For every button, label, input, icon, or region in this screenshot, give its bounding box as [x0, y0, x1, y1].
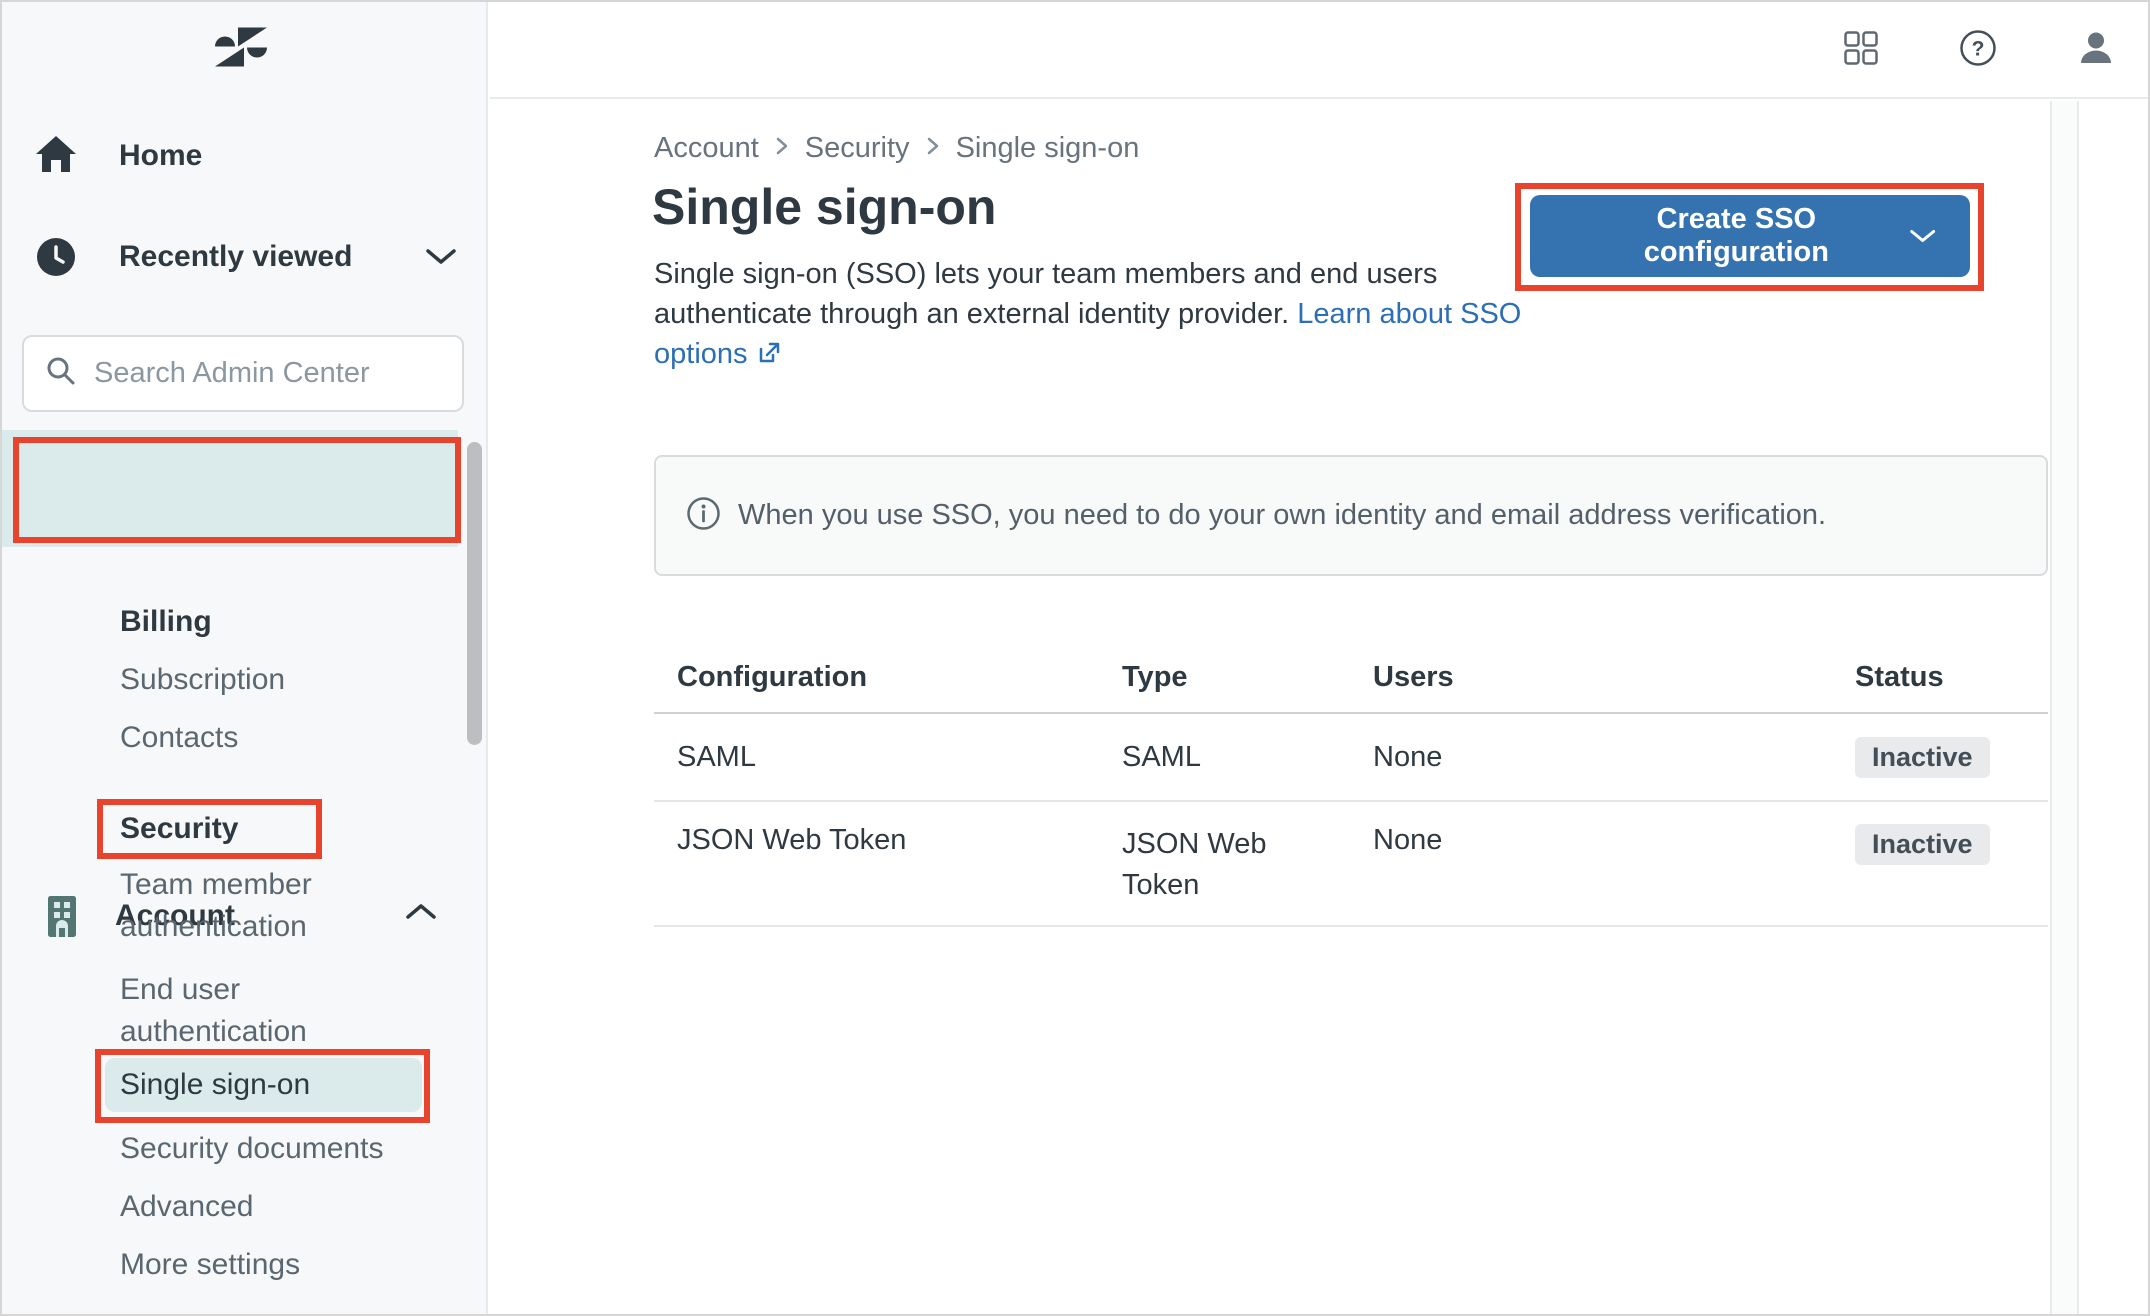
column-header-type: Type [1122, 660, 1188, 693]
search-icon [46, 356, 76, 391]
info-icon [687, 496, 720, 535]
page-description-text: Single sign-on (SSO) lets your team memb… [654, 258, 1438, 330]
info-banner: When you use SSO, you need to do your ow… [654, 455, 2048, 576]
account-label: Account [115, 899, 235, 932]
column-header-configuration: Configuration [677, 660, 868, 693]
status-badge: Inactive [1855, 824, 1990, 865]
home-label: Home [119, 139, 203, 172]
breadcrumb-separator-icon [775, 134, 789, 163]
top-bar [490, 2, 2148, 99]
single-sign-on-label: Single sign-on [120, 1068, 311, 1101]
zendesk-logo-icon [215, 27, 267, 72]
breadcrumb-current: Single sign-on [955, 132, 1140, 164]
configuration-cell: SAML [677, 740, 756, 773]
home-icon [34, 134, 78, 179]
sidebar: Home Recently viewed [2, 2, 488, 1314]
learn-about-sso-link[interactable]: Learn about SSO options [654, 298, 1521, 370]
help-icon[interactable]: ? [1959, 29, 1997, 72]
sso-configurations-table: Configuration Type Users Status SAML SAM… [654, 642, 2048, 927]
status-badge: Inactive [1855, 736, 1990, 778]
chevron-up-icon [406, 902, 436, 925]
breadcrumb: Account Security Single sign-on [654, 132, 1139, 165]
sidebar-item-advanced[interactable]: Advanced [120, 1190, 254, 1223]
table-row-json-web-token[interactable]: JSON Web Token JSON Web Token None Inact… [654, 802, 2048, 927]
sidebar-item-contacts[interactable]: Contacts [120, 721, 239, 754]
sidebar-item-more-settings[interactable]: More settings [120, 1248, 301, 1281]
breadcrumb-security[interactable]: Security [804, 132, 910, 164]
recently-viewed-label: Recently viewed [119, 240, 353, 273]
users-cell: None [1373, 740, 1443, 773]
info-banner-text: When you use SSO, you need to do your ow… [738, 499, 1827, 531]
sidebar-item-subscription[interactable]: Subscription [120, 663, 286, 696]
external-link-icon [759, 342, 779, 363]
apps-grid-icon[interactable] [1844, 31, 1878, 70]
create-sso-configuration-label: Create SSO configuration [1643, 203, 1829, 268]
configuration-cell: JSON Web Token [677, 824, 907, 856]
sidebar-item-team-member-authentication[interactable]: Team member authentication [120, 868, 312, 943]
clock-icon [36, 237, 76, 282]
type-cell: JSON Web Token [1122, 828, 1267, 901]
search-box [22, 335, 464, 412]
sidebar-item-account[interactable]: Account [2, 430, 458, 937]
search-input[interactable] [94, 357, 424, 390]
sidebar-item-single-sign-on[interactable]: Single sign-on [105, 1058, 422, 1112]
sidebar-item-end-user-authentication[interactable]: End user authentication [120, 973, 307, 1048]
sidebar-item-security-documents[interactable]: Security documents [120, 1132, 384, 1165]
status-cell: Inactive [1855, 736, 2048, 778]
main-scrollbar-track[interactable] [2050, 101, 2079, 1314]
svg-text:?: ? [1972, 38, 1985, 61]
building-icon [48, 896, 76, 943]
chevron-down-icon [1909, 229, 1935, 243]
user-profile-icon[interactable] [2078, 30, 2114, 71]
users-cell: None [1373, 824, 1443, 856]
page-title: Single sign-on [652, 179, 997, 235]
page-description: Single sign-on (SSO) lets your team memb… [654, 254, 1602, 374]
breadcrumb-separator-icon [926, 134, 940, 163]
table-header-row: Configuration Type Users Status [654, 642, 2048, 714]
table-row-saml[interactable]: SAML SAML None Inactive [654, 714, 2048, 802]
type-cell: SAML [1122, 740, 1201, 773]
sidebar-group-security[interactable]: Security [120, 812, 239, 845]
create-sso-configuration-button[interactable]: Create SSO configuration [1530, 195, 1970, 277]
sidebar-group-billing[interactable]: Billing [120, 605, 212, 638]
status-cell: Inactive [1855, 802, 2048, 865]
breadcrumb-account[interactable]: Account [654, 132, 759, 164]
column-header-status: Status [1855, 660, 1944, 693]
learn-about-sso-link-label: Learn about SSO options [654, 298, 1522, 370]
sidebar-scrollbar-thumb[interactable] [467, 442, 482, 745]
chevron-down-icon [426, 248, 456, 271]
column-header-users: Users [1373, 660, 1454, 693]
